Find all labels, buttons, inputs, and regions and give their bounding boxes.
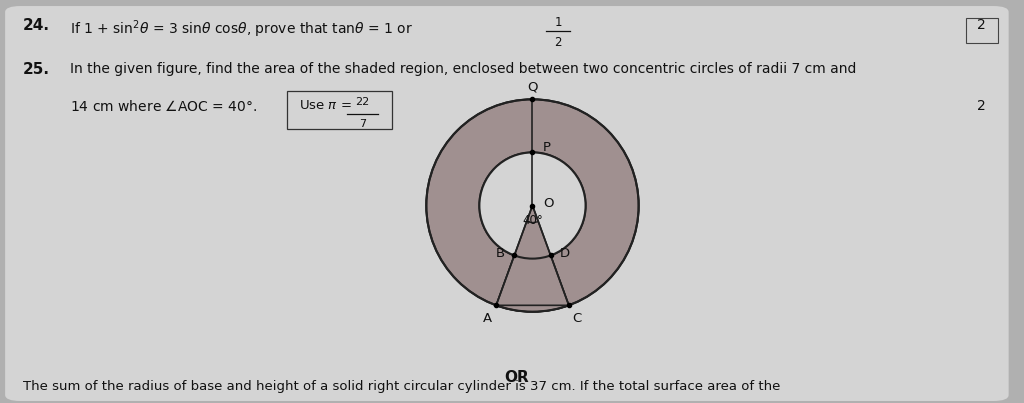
Text: In the given figure, find the area of the shaded region, enclosed between two co: In the given figure, find the area of th…: [70, 62, 856, 77]
Text: 7: 7: [359, 119, 366, 129]
Text: OR: OR: [505, 370, 529, 385]
Text: Use $\pi$ =: Use $\pi$ =: [299, 99, 352, 112]
Text: 2: 2: [977, 99, 985, 113]
Text: 14 cm where $\angle$AOC = 40°.: 14 cm where $\angle$AOC = 40°.: [70, 99, 267, 114]
Text: Q: Q: [527, 80, 538, 93]
Text: C: C: [572, 312, 582, 324]
Text: A: A: [483, 312, 493, 324]
Text: 2: 2: [554, 36, 562, 49]
Text: B: B: [496, 247, 505, 260]
Text: 1: 1: [554, 16, 562, 29]
Wedge shape: [514, 206, 551, 259]
Text: 25.: 25.: [23, 62, 49, 77]
Text: D: D: [559, 247, 569, 260]
Polygon shape: [497, 206, 568, 305]
Circle shape: [479, 152, 586, 259]
Text: O: O: [543, 197, 554, 210]
Circle shape: [426, 99, 639, 312]
Circle shape: [479, 152, 586, 259]
Text: 40°: 40°: [522, 214, 543, 227]
FancyBboxPatch shape: [5, 6, 1009, 401]
Text: 22: 22: [355, 97, 370, 107]
Text: 2: 2: [977, 18, 985, 32]
Wedge shape: [497, 206, 568, 312]
Text: If 1 + sin$^2\theta$ = 3 sin$\theta$ cos$\theta$, prove that tan$\theta$ = 1 or: If 1 + sin$^2\theta$ = 3 sin$\theta$ cos…: [70, 18, 413, 40]
Text: 24.: 24.: [23, 18, 49, 33]
Text: P: P: [543, 141, 551, 154]
Text: The sum of the radius of base and height of a solid right circular cylinder is 3: The sum of the radius of base and height…: [23, 380, 780, 393]
